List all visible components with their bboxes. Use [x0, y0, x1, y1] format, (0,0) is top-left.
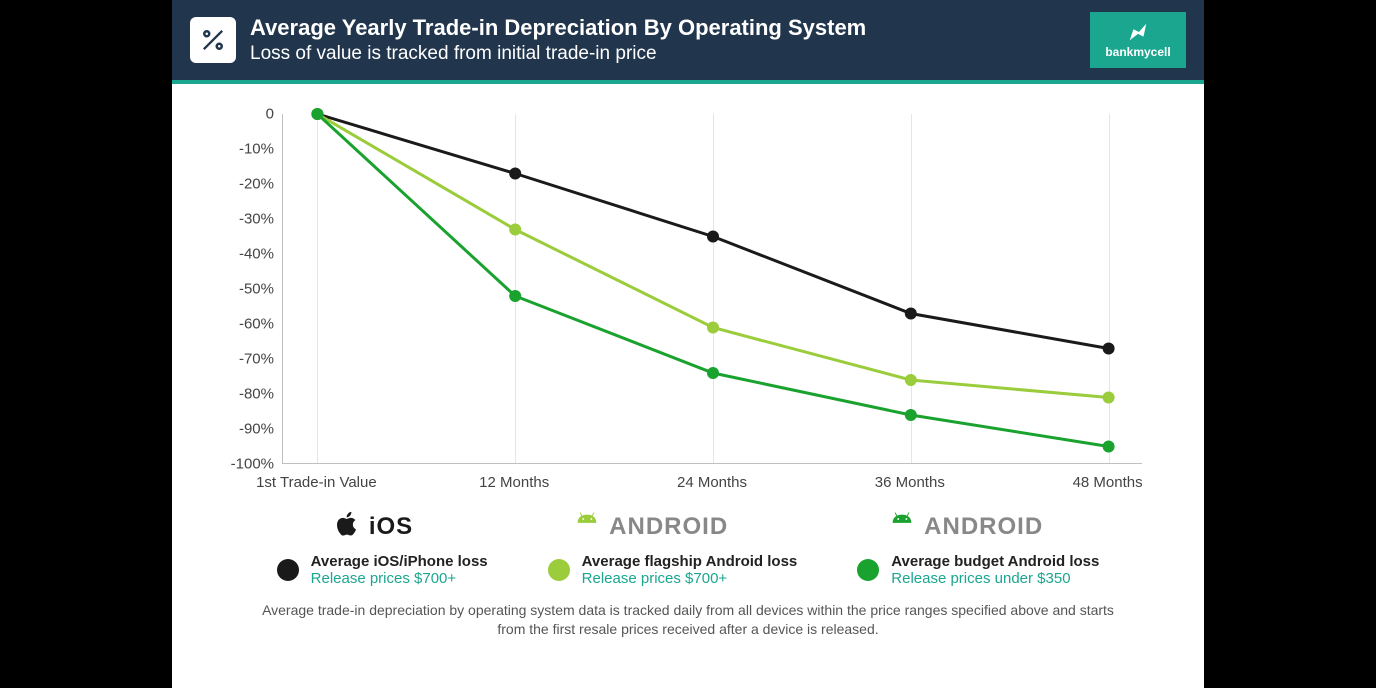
brand-badge: bankmycell	[1090, 12, 1186, 68]
os-label: ANDROID	[573, 510, 728, 543]
legend-os-row: iOS ANDROID ANDROID	[212, 510, 1164, 543]
os-label: iOS	[333, 510, 413, 543]
depreciation-chart: 0 -10% -20% -30% -40% -50% -60% -70% -80% -90% -10…	[202, 104, 1174, 494]
series-marker-android_budget	[509, 290, 521, 302]
legend-block: iOS ANDROID ANDROID Average iOS/iPhone los…	[172, 498, 1204, 587]
apple-icon	[333, 510, 361, 543]
series-marker-ios	[905, 308, 917, 320]
legend-series-item: Average iOS/iPhone lossRelease prices $7…	[277, 553, 488, 587]
series-marker-ios	[707, 231, 719, 243]
y-tick-label: -20%	[202, 176, 274, 193]
legend-series-row: Average iOS/iPhone lossRelease prices $7…	[212, 553, 1164, 587]
os-label: ANDROID	[888, 510, 1043, 543]
infographic-page: Average Yearly Trade-in Depreciation By …	[172, 0, 1204, 688]
brand-icon	[1127, 21, 1149, 43]
chart-plot-area	[282, 114, 1142, 464]
y-tick-label: -90%	[202, 421, 274, 438]
android-icon	[573, 510, 601, 543]
y-tick-label: -70%	[202, 351, 274, 368]
android-icon	[888, 510, 916, 543]
brand-name: bankmycell	[1105, 45, 1170, 59]
x-tick-label: 36 Months	[875, 474, 945, 491]
y-tick-label: -30%	[202, 211, 274, 228]
legend-dot	[857, 559, 879, 581]
legend-title: Average flagship Android loss	[582, 553, 798, 570]
legend-sub: Release prices $700+	[311, 570, 488, 587]
os-name: ANDROID	[609, 513, 728, 541]
y-tick-label: -40%	[202, 246, 274, 263]
x-tick-label: 1st Trade-in Value	[256, 474, 377, 491]
series-marker-ios	[1103, 343, 1115, 355]
header-subtitle: Loss of value is tracked from initial tr…	[250, 43, 1090, 65]
legend-series-item: Average budget Android lossRelease price…	[857, 553, 1099, 587]
series-marker-android_flagship	[905, 374, 917, 386]
os-name: ANDROID	[924, 513, 1043, 541]
series-marker-android_flagship	[1103, 392, 1115, 404]
header-bar: Average Yearly Trade-in Depreciation By …	[172, 0, 1204, 80]
y-tick-label: -80%	[202, 386, 274, 403]
y-tick-label: 0	[202, 106, 274, 123]
legend-sub: Release prices $700+	[582, 570, 798, 587]
series-marker-android_flagship	[509, 224, 521, 236]
series-line-android_flagship	[317, 114, 1108, 398]
chart-lines-svg	[283, 114, 1142, 463]
x-tick-label: 48 Months	[1073, 474, 1143, 491]
x-tick-label: 12 Months	[479, 474, 549, 491]
legend-title: Average iOS/iPhone loss	[311, 553, 488, 570]
series-marker-android_flagship	[707, 322, 719, 334]
legend-dot	[277, 559, 299, 581]
y-tick-label: -100%	[202, 456, 274, 473]
os-name: iOS	[369, 513, 413, 541]
series-marker-android_budget	[707, 367, 719, 379]
y-tick-label: -60%	[202, 316, 274, 333]
legend-series-item: Average flagship Android lossRelease pri…	[548, 553, 798, 587]
legend-dot	[548, 559, 570, 581]
y-tick-label: -10%	[202, 141, 274, 158]
header-title: Average Yearly Trade-in Depreciation By …	[250, 15, 1090, 41]
series-marker-android_budget	[905, 409, 917, 421]
x-tick-label: 24 Months	[677, 474, 747, 491]
series-marker-ios	[509, 168, 521, 180]
series-line-android_budget	[317, 114, 1108, 447]
series-marker-android_budget	[1103, 441, 1115, 453]
y-tick-label: -50%	[202, 281, 274, 298]
legend-sub: Release prices under $350	[891, 570, 1099, 587]
footer-note: Average trade-in depreciation by operati…	[172, 587, 1204, 639]
legend-title: Average budget Android loss	[891, 553, 1099, 570]
series-marker-android_budget	[311, 108, 323, 120]
percent-icon	[190, 17, 236, 63]
